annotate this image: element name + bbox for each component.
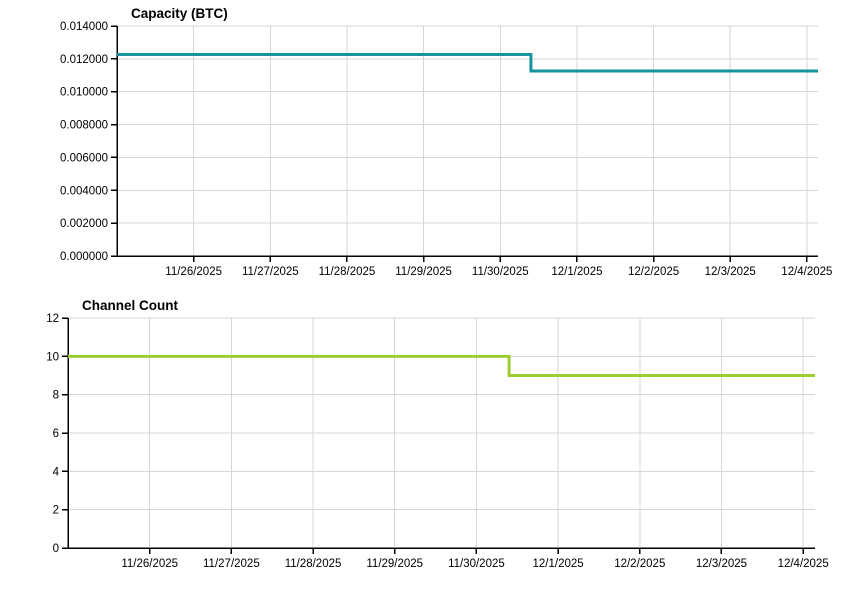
- x-tick-label: 11/27/2025: [242, 266, 299, 278]
- x-tick-label: 12/3/2025: [696, 558, 747, 570]
- channel-count-chart-title: Channel Count: [82, 298, 178, 313]
- y-tick-label: 0.006000: [60, 152, 108, 164]
- y-tick-label: 0.004000: [60, 185, 108, 197]
- x-tick-label: 12/4/2025: [778, 558, 829, 570]
- x-tick-label: 12/2/2025: [628, 266, 679, 278]
- x-tick-label: 12/4/2025: [781, 266, 832, 278]
- y-tick-label: 6: [53, 428, 59, 440]
- y-tick-label: 0.002000: [60, 218, 108, 230]
- channel-count-chart-plot: 0 2 4 6 8 10 12 11/26/2025 11/27/2025 11/28/2025 1…: [46, 313, 829, 570]
- y-tick-label: 8: [53, 390, 59, 402]
- x-tick-label: 11/29/2025: [366, 558, 423, 570]
- x-tick-label: 11/28/2025: [319, 266, 376, 278]
- y-tick-label: 0: [53, 543, 59, 555]
- x-tick-label: 12/2/2025: [614, 558, 665, 570]
- x-tick-label: 11/29/2025: [395, 266, 452, 278]
- capacity-series-line: [117, 53, 818, 73]
- x-tick-label: 12/1/2025: [533, 558, 584, 570]
- y-tick-label: 2: [53, 505, 59, 517]
- y-tick-label: 0.000000: [60, 251, 108, 263]
- y-tick-label: 0.012000: [60, 54, 108, 66]
- x-tick-label: 11/28/2025: [285, 558, 342, 570]
- y-tick-label: 10: [46, 351, 59, 363]
- x-tick-label: 11/26/2025: [165, 266, 222, 278]
- x-tick-label: 11/30/2025: [472, 266, 529, 278]
- x-tick-label: 11/27/2025: [203, 558, 260, 570]
- y-tick-label: 0.014000: [60, 21, 108, 33]
- y-tick-label: 0.008000: [60, 120, 108, 132]
- capacity-chart-title: Capacity (BTC): [131, 6, 228, 21]
- x-tick-label: 12/1/2025: [551, 266, 602, 278]
- y-tick-label: 0.010000: [60, 87, 108, 99]
- x-tick-label: 11/30/2025: [448, 558, 505, 570]
- y-tick-label: 12: [46, 313, 59, 325]
- channel-count-series-line: [68, 354, 815, 377]
- x-tick-label: 11/26/2025: [121, 558, 178, 570]
- capacity-chart-plot: 0.000000 0.002000 0.004000 0.006000 0.008000…: [60, 21, 832, 278]
- y-tick-label: 4: [53, 466, 60, 478]
- x-tick-label: 12/3/2025: [705, 266, 756, 278]
